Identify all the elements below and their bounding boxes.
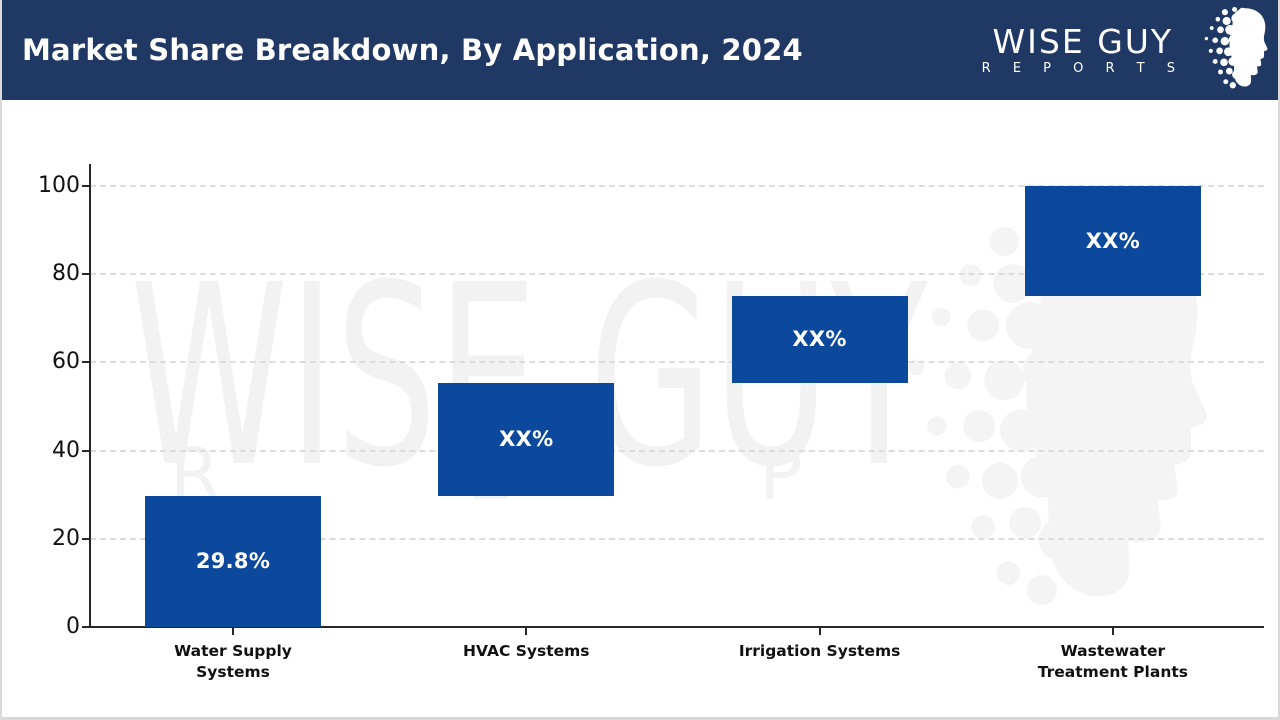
y-axis-line: [89, 164, 91, 628]
y-tick-label: 80: [52, 261, 80, 287]
y-axis-tick: [82, 361, 90, 364]
x-axis-tick: [1111, 628, 1114, 635]
waterfall-bar: XX%: [731, 295, 908, 384]
y-axis-tick: [82, 537, 90, 540]
gridline: [90, 537, 1264, 540]
gridline: [90, 185, 1264, 187]
y-tick-label: 100: [38, 173, 80, 198]
waterfall-bar: XX%: [1024, 186, 1201, 296]
x-axis-tick: [232, 628, 234, 635]
logo-face-dots-icon: [1204, 7, 1268, 89]
bar-value-label: XX%: [1085, 228, 1141, 253]
waterfall-bar: XX%: [438, 383, 615, 496]
category-label: Irrigation Systems: [738, 642, 901, 660]
gridline: [90, 361, 1264, 364]
y-tick-label: 0: [66, 614, 80, 639]
logo-text: WISE GUY R E P O R T S: [981, 21, 1184, 77]
category-label: HVAC Systems: [463, 642, 590, 660]
y-tick-label: 40: [52, 437, 80, 463]
bar-value-label: XX%: [499, 427, 554, 452]
page-title: Market Share Breakdown, By Application, …: [22, 33, 803, 67]
header-bar: Market Share Breakdown, By Application, …: [2, 0, 1278, 100]
logo-subtitle: R E P O R T S: [981, 61, 1184, 77]
logo-wordmark: WISE GUY: [992, 21, 1174, 61]
bar-value-label: XX%: [792, 327, 847, 352]
x-axis-tick: [525, 628, 528, 635]
y-tick-label: 20: [52, 525, 80, 551]
gridline: [90, 449, 1264, 452]
category-label: Wastewater Treatment Plants: [1037, 642, 1188, 681]
bar-value-label: 29.8%: [195, 549, 271, 574]
x-axis-line: [89, 626, 1264, 628]
y-axis-tick: [82, 449, 90, 452]
category-label: Water Supply Systems: [174, 642, 292, 681]
waterfall-bar: 29.8%: [145, 495, 321, 627]
y-tick-label: 60: [52, 349, 80, 375]
wise-guy-logo: WISE GUY R E P O R T S: [981, 7, 1270, 92]
y-axis-tick: [82, 273, 90, 276]
y-axis-tick: [82, 626, 90, 628]
gridline: [90, 273, 1264, 276]
x-axis-tick: [818, 628, 821, 635]
y-axis-tick: [82, 185, 90, 187]
